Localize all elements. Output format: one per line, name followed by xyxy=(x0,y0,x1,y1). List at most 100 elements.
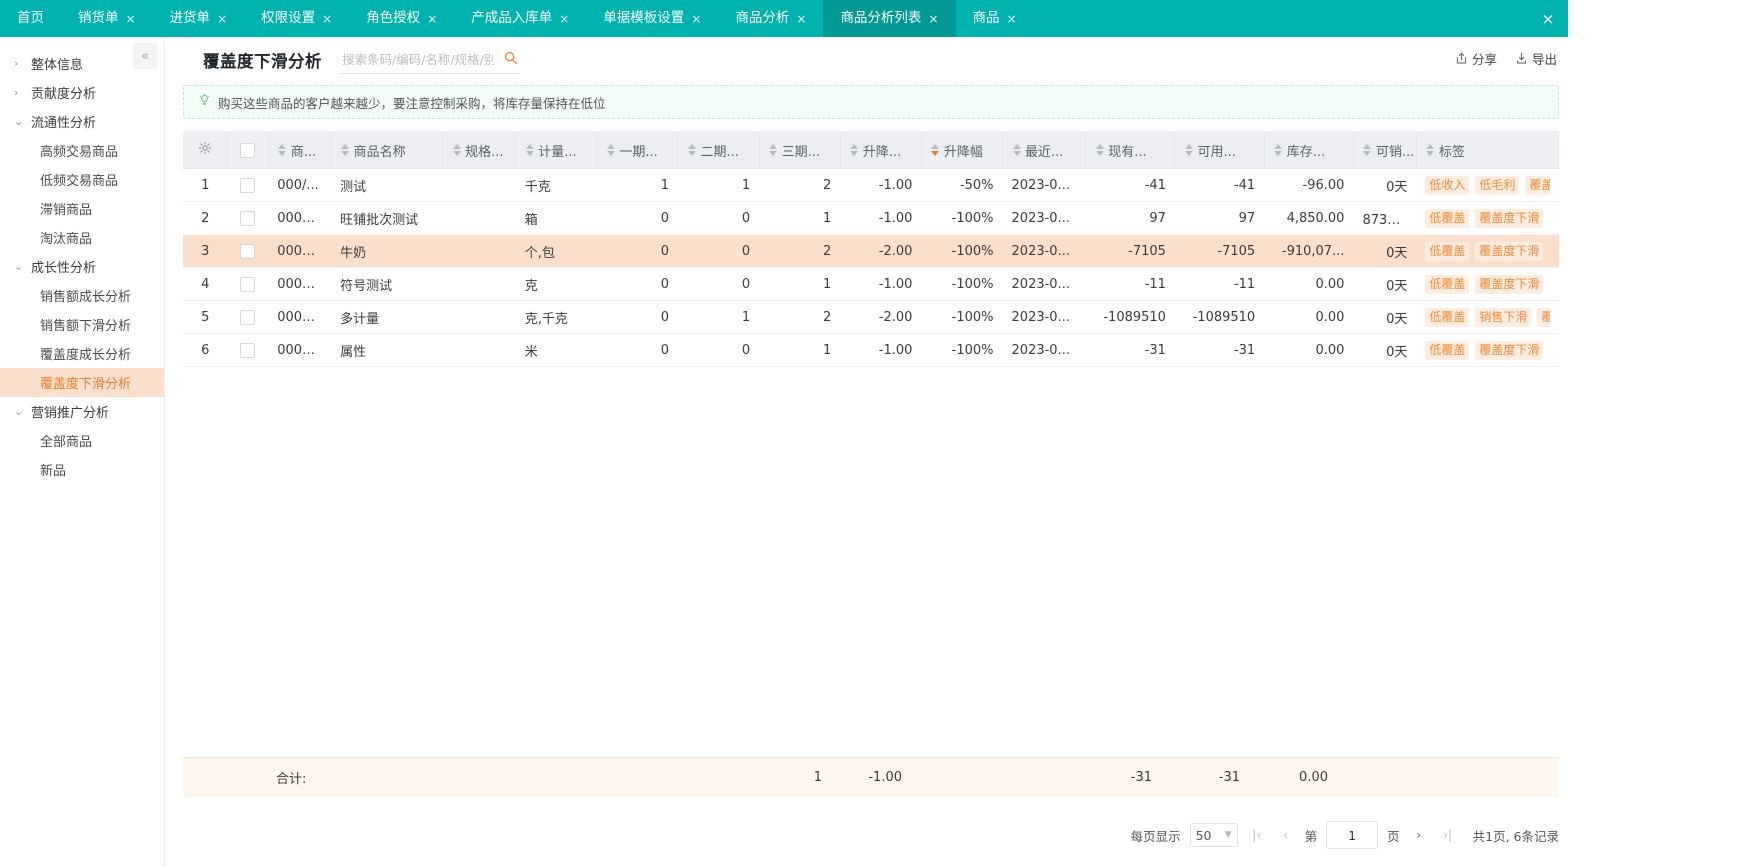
sort-icon[interactable] xyxy=(341,143,350,157)
sidebar-item-10[interactable]: 覆盖度成长分析 xyxy=(0,339,164,368)
tab-7[interactable]: 商品分析 × xyxy=(718,0,823,37)
tab-4[interactable]: 角色授权 × xyxy=(349,0,454,37)
column-header-sellday[interactable]: 可销... xyxy=(1353,132,1417,169)
column-header-recent[interactable]: 最近... xyxy=(1002,132,1087,169)
table-row[interactable]: 1 000/... 测试 千克 1 1 2 -1.00 -50% 2023-0... -41 -41-… xyxy=(183,168,1559,202)
export-button[interactable]: 导出 xyxy=(1515,49,1557,68)
sort-icon[interactable] xyxy=(769,143,778,157)
cell-unit: 克,千克 xyxy=(515,300,597,334)
sidebar-group-1[interactable]: › 贡献度分析 xyxy=(0,78,164,107)
search-box[interactable] xyxy=(340,47,520,74)
sidebar-item-4[interactable]: 低频交易商品 xyxy=(0,165,164,194)
sidebar-collapse-button[interactable]: « xyxy=(133,43,157,69)
sidebar-item-3[interactable]: 高频交易商品 xyxy=(0,136,164,165)
last-page-button[interactable]: ›| xyxy=(1443,828,1453,842)
sort-icon[interactable] xyxy=(278,143,287,157)
table-row[interactable]: 3 0000... 牛奶 个,包 0 0 2 -2.00 -100% 2023-0... -7105… xyxy=(183,234,1559,268)
sort-icon[interactable] xyxy=(1274,143,1283,157)
column-header-code[interactable]: 商... xyxy=(268,132,332,169)
sidebar-item-6[interactable]: 淘汰商品 xyxy=(0,223,164,252)
sidebar-group-2[interactable]: ⌄ 流通性分析 xyxy=(0,107,164,136)
tab-close-icon[interactable]: × xyxy=(559,11,570,26)
sidebar-item-11[interactable]: 覆盖度下滑分析 xyxy=(0,368,164,397)
tab-close-icon[interactable]: × xyxy=(691,11,702,26)
sort-icon[interactable] xyxy=(525,143,534,157)
sort-icon[interactable] xyxy=(1363,143,1372,157)
sort-icon[interactable] xyxy=(1426,143,1435,157)
prev-page-button[interactable]: ‹ xyxy=(1283,828,1289,842)
window-close-button[interactable]: × xyxy=(1541,9,1555,28)
tab-2[interactable]: 进货单 × xyxy=(153,0,245,37)
column-header-tags[interactable]: 标签 xyxy=(1416,132,1560,169)
first-page-button[interactable]: |‹ xyxy=(1252,828,1262,842)
column-header-avail[interactable]: 可用... xyxy=(1174,132,1265,169)
row-checkbox[interactable] xyxy=(240,210,256,226)
row-checkbox[interactable] xyxy=(240,276,256,292)
sort-icon[interactable] xyxy=(452,143,461,157)
row-checkbox[interactable] xyxy=(240,243,256,259)
sort-icon[interactable] xyxy=(687,143,696,157)
tab-8[interactable]: 商品分析列表 × xyxy=(823,0,956,37)
sort-icon[interactable] xyxy=(931,143,940,157)
next-page-button[interactable]: › xyxy=(1416,828,1422,842)
sidebar-item-label: 低频交易商品 xyxy=(40,174,119,189)
sidebar-item-14[interactable]: 新品 xyxy=(0,455,164,484)
table-row[interactable]: 6 0000... 属性米 0 0 1 -1.00 -100% 2023-0... -31 -31 0… xyxy=(183,333,1559,367)
table-row[interactable]: 5 0000... 多计量 克,千克 0 1 2 -2.00 -100% 2023-0... -10… xyxy=(183,300,1559,334)
column-header-unit[interactable]: 计量... xyxy=(515,132,598,169)
page-size-select[interactable]: 50 ▼ xyxy=(1189,823,1238,847)
row-checkbox[interactable] xyxy=(240,177,256,193)
tab-0[interactable]: 首页 xyxy=(0,0,61,37)
select-all-checkbox[interactable] xyxy=(240,142,256,158)
summary-label: 合计: xyxy=(276,772,307,787)
sidebar-item-8[interactable]: 销售额成长分析 xyxy=(0,281,164,310)
tab-3[interactable]: 权限设置 × xyxy=(244,0,349,37)
cell-avail: -11 xyxy=(1174,267,1265,301)
column-header-p3[interactable]: 三期... xyxy=(759,132,841,169)
share-button[interactable]: 分享 xyxy=(1455,49,1497,68)
tab-5[interactable]: 产成品入库单 × xyxy=(454,0,586,37)
sort-icon[interactable] xyxy=(1095,143,1104,157)
column-header-onhand[interactable]: 现有... xyxy=(1085,132,1176,169)
sort-icon[interactable] xyxy=(850,143,859,157)
sort-icon[interactable] xyxy=(1184,143,1193,157)
sidebar-item-9[interactable]: 销售额下滑分析 xyxy=(0,310,164,339)
column-header-delta[interactable]: 升降... xyxy=(840,132,922,169)
tab-close-icon[interactable]: × xyxy=(427,11,438,26)
column-header-p2[interactable]: 二期... xyxy=(677,132,760,169)
column-header-stockv[interactable]: 库存... xyxy=(1264,132,1354,169)
tab-close-icon[interactable]: × xyxy=(928,11,939,26)
table-row[interactable]: 4 0000... 符号测试克 0 0 1 -1.00 -100% 2023-0... -11 -1… xyxy=(183,267,1559,301)
column-header-spec[interactable]: 规格... xyxy=(442,132,517,169)
row-checkbox[interactable] xyxy=(240,342,256,358)
tab-close-icon[interactable]: × xyxy=(217,11,228,26)
row-checkbox[interactable] xyxy=(240,309,256,325)
column-header-label: 商... xyxy=(290,144,317,160)
tab-6[interactable]: 单据模板设置 × xyxy=(586,0,718,37)
share-label: 分享 xyxy=(1471,52,1497,67)
column-header-p1[interactable]: 一期... xyxy=(596,132,679,169)
column-header-label: 三期... xyxy=(781,144,821,160)
sidebar-group-7[interactable]: ⌄ 成长性分析 xyxy=(0,252,164,281)
column-header-name[interactable]: 商品名称 xyxy=(331,132,444,169)
summary-onhand: -31 xyxy=(1130,770,1152,785)
tab-close-icon[interactable]: × xyxy=(322,11,333,26)
search-input[interactable] xyxy=(340,51,496,68)
gear-icon[interactable] xyxy=(198,141,212,159)
column-header-rate[interactable]: 升降幅 xyxy=(921,132,1004,169)
tab-close-icon[interactable]: × xyxy=(796,11,807,26)
search-icon[interactable] xyxy=(504,51,518,65)
sidebar-group-12[interactable]: ⌄ 营销推广分析 xyxy=(0,397,164,426)
sidebar-item-13[interactable]: 全部商品 xyxy=(0,426,164,455)
sort-icon[interactable] xyxy=(606,143,615,157)
sidebar-item-5[interactable]: 滞销商品 xyxy=(0,194,164,223)
page-number-input[interactable] xyxy=(1326,821,1379,849)
table-row[interactable]: 2 0000... 旺铺批次测试箱 0 0 1 -1.00 -100% 2023-0... 97 9… xyxy=(183,201,1559,235)
sidebar-group-0[interactable]: › 整体信息 xyxy=(0,49,164,78)
cell-rate: -50% xyxy=(921,168,1003,202)
tab-9[interactable]: 商品 × xyxy=(956,0,1034,37)
tab-close-icon[interactable]: × xyxy=(125,11,136,26)
tab-close-icon[interactable]: × xyxy=(1006,11,1017,26)
sort-icon[interactable] xyxy=(1012,143,1021,157)
tab-1[interactable]: 销货单 × xyxy=(61,0,153,37)
